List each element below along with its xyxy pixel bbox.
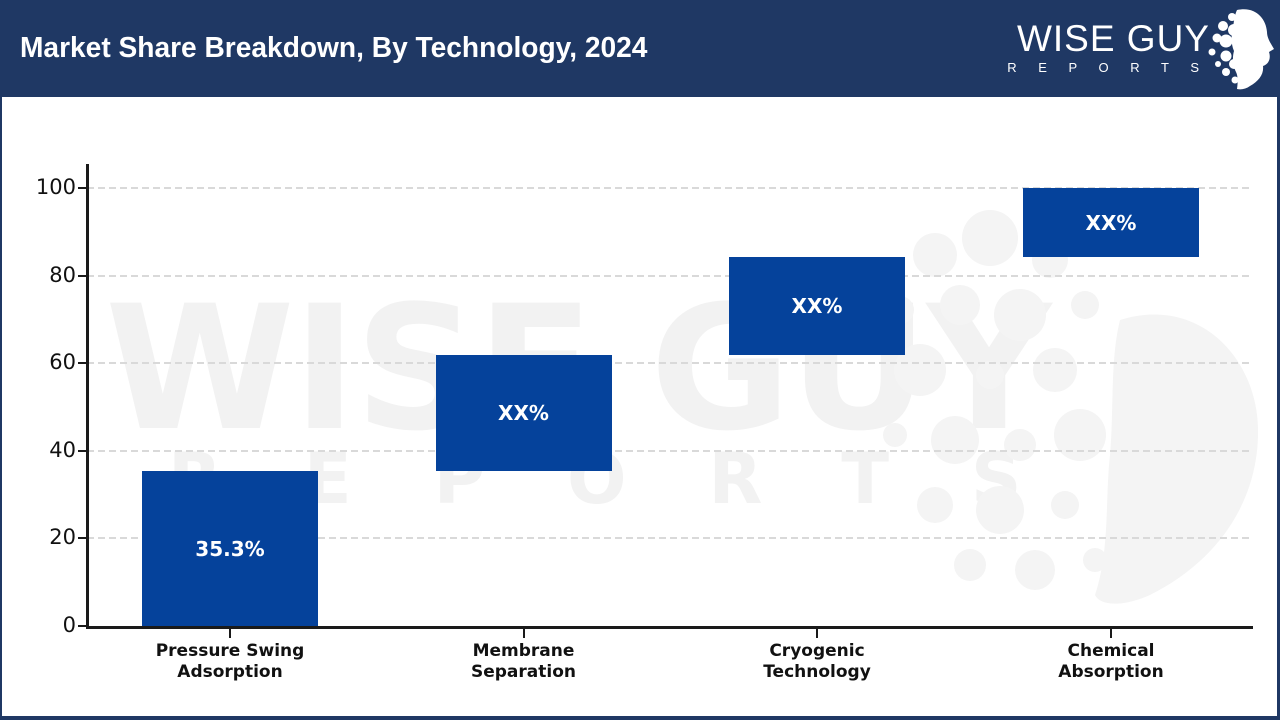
category-label-1: Pressure Swing Adsorption: [155, 641, 305, 683]
gridline-y60: [87, 362, 1253, 365]
x-axis-spine: [86, 626, 1253, 629]
brand-logo-wordmark: WISE GUY: [1016, 18, 1210, 59]
logo-head-icon: [1208, 9, 1274, 90]
y-tick-label-40: 40: [49, 437, 76, 462]
right-border-strip: [1277, 97, 1280, 720]
category-label-4: Chemical Absorption: [1058, 641, 1164, 683]
bar-value-label-2: XX%: [498, 401, 549, 426]
y-axis-spine: [86, 164, 89, 629]
bar-value-label-1: 35.3%: [195, 536, 265, 561]
chart-title: Market Share Breakdown, By Technology, 2…: [20, 32, 648, 64]
bottom-border-strip: [0, 716, 1280, 720]
x-tick-2: [522, 628, 525, 638]
bar-segment-2: [435, 355, 612, 472]
y-tick-label-0: 0: [62, 613, 76, 637]
bar-value-label-4: XX%: [1085, 210, 1137, 235]
bar-value-label-3: XX%: [791, 294, 843, 319]
gridline-y100: [87, 187, 1253, 189]
gridline-y80: [87, 274, 1253, 277]
x-tick-1: [229, 628, 231, 638]
watermark-head-dots-icon: [883, 210, 1259, 604]
category-label-2: Membrane Separation: [470, 641, 576, 683]
y-tick-60: [78, 362, 86, 365]
bar-segment-4: [1023, 188, 1199, 258]
header-banner: Market Share Breakdown, By Technology, 2…: [0, 0, 1280, 97]
category-label-3: Cryogenic Technology: [763, 641, 871, 683]
y-tick-label-20: 20: [49, 525, 76, 550]
gridline-y40: [87, 449, 1253, 452]
x-tick-3: [816, 628, 818, 638]
bar-segment-1: [142, 471, 318, 626]
bar-segment-3: [729, 257, 905, 356]
brand-logo-subtext: R E P O R T S: [1007, 60, 1208, 75]
y-tick-100: [78, 187, 86, 189]
y-tick-20: [78, 537, 86, 540]
gridline-y20: [87, 537, 1253, 540]
left-border-strip: [0, 97, 2, 720]
y-tick-label-60: 60: [49, 350, 76, 375]
y-tick-40: [78, 449, 86, 452]
y-tick-80: [78, 274, 86, 277]
y-tick-label-80: 80: [49, 262, 76, 287]
y-tick-label-100: 100: [35, 175, 76, 199]
y-tick-0: [78, 625, 86, 627]
brand-logo: WISE GUY R E P O R T S: [1007, 20, 1210, 75]
x-tick-4: [1110, 628, 1112, 638]
